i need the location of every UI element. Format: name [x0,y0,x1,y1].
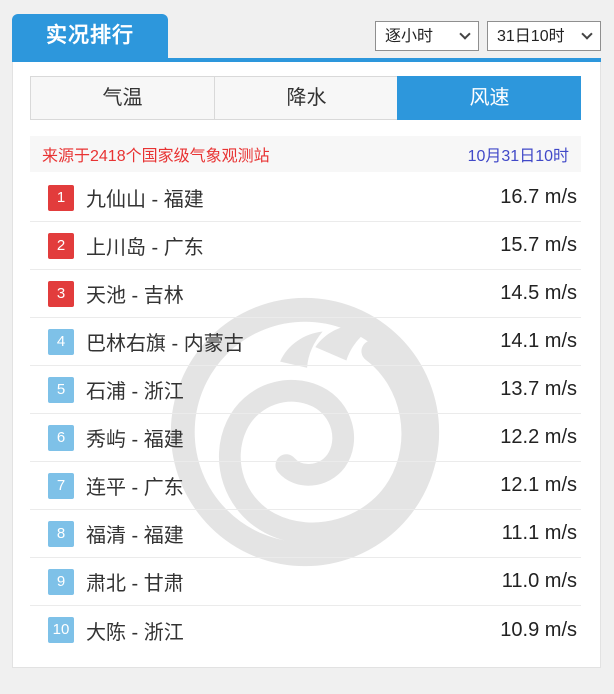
rank-badge: 3 [48,280,74,307]
wind-speed-value: 11.0 m/s [501,570,577,592]
interval-select-wrap: 逐小时 [375,21,479,51]
ranking-list: 1 九仙山 - 福建 16.7 m/s 2 上川岛 - 广东 15.7 m/s … [30,174,581,654]
widget-topbar: 实况排行 逐小时 31日10时 [12,14,601,58]
wind-speed-value: 10.9 m/s [500,618,577,641]
station-name: 天池 - 吉林 [86,285,184,307]
wind-speed-value: 12.2 m/s [500,426,577,448]
live-ranking-tab[interactable]: 实况排行 [12,14,168,58]
rank-badge: 5 [48,376,74,403]
station-name: 连平 - 广东 [86,477,184,499]
tab-temperature[interactable]: 气温 [102,87,143,109]
rank-badge: 1 [48,184,74,211]
source-bar: 来源于2418个国家级气象观测站 10月31日10时 [30,136,581,172]
datetime-text: 10月31日10时 [467,148,569,165]
wind-speed-value: 11.1 m/s [501,522,577,544]
rank-badge: 6 [48,424,74,451]
station-name: 福清 - 福建 [86,525,184,547]
live-ranking-widget: 实况排行 逐小时 31日10时 气温 降水 风速 [12,14,601,668]
time-select-wrap: 31日10时 [487,21,601,51]
station-name: 巴林右旗 - 内蒙古 [86,333,244,355]
wind-speed-value: 16.7 m/s [500,186,577,208]
tab-windspeed[interactable]: 风速 [397,76,581,120]
rank-badge: 9 [48,568,74,595]
wind-speed-value: 12.1 m/s [500,474,577,496]
ranking-row[interactable]: 8 福清 - 福建 11.1 m/s [30,510,581,558]
station-name: 石浦 - 浙江 [86,381,184,403]
station-name: 上川岛 - 广东 [86,237,204,259]
station-name: 秀屿 - 福建 [86,429,184,451]
station-name: 肃北 - 甘肃 [86,573,184,595]
wind-speed-value: 13.7 m/s [500,378,577,400]
wind-speed-value: 14.5 m/s [500,282,577,304]
wind-speed-value: 15.7 m/s [500,234,577,256]
tab-precipitation[interactable]: 降水 [214,77,398,119]
station-name: 九仙山 - 福建 [86,189,204,211]
rank-badge: 10 [48,617,74,643]
rank-badge: 8 [48,520,74,547]
station-name: 大陈 - 浙江 [86,621,184,644]
ranking-row[interactable]: 3 天池 - 吉林 14.5 m/s [30,270,581,318]
ranking-row[interactable]: 7 连平 - 广东 12.1 m/s [30,462,581,510]
rank-badge: 4 [48,328,74,355]
ranking-row[interactable]: 4 巴林右旗 - 内蒙古 14.1 m/s [30,318,581,366]
select-group: 逐小时 31日10时 [375,21,601,51]
ranking-row[interactable]: 6 秀屿 - 福建 12.2 m/s [30,414,581,462]
ranking-row[interactable]: 10 大陈 - 浙江 10.9 m/s [30,606,581,654]
tab-underline [12,58,601,62]
ranking-row[interactable]: 2 上川岛 - 广东 15.7 m/s [30,222,581,270]
category-tabs: 气温 降水 风速 [30,76,581,120]
interval-select[interactable]: 逐小时 [375,21,479,51]
source-text: 来源于2418个国家级气象观测站 [42,148,270,165]
ranking-row[interactable]: 1 九仙山 - 福建 16.7 m/s [30,174,581,222]
wind-speed-value: 14.1 m/s [500,330,577,352]
ranking-panel: 气温 降水 风速 来源于2418个国家级气象观测站 10月31日10时 1 九仙山 … [12,62,601,668]
rank-badge: 2 [48,232,74,259]
time-select[interactable]: 31日10时 [487,21,601,51]
rank-badge: 7 [48,472,74,499]
ranking-row[interactable]: 9 肃北 - 甘肃 11.0 m/s [30,558,581,606]
ranking-row[interactable]: 5 石浦 - 浙江 13.7 m/s [30,366,581,414]
